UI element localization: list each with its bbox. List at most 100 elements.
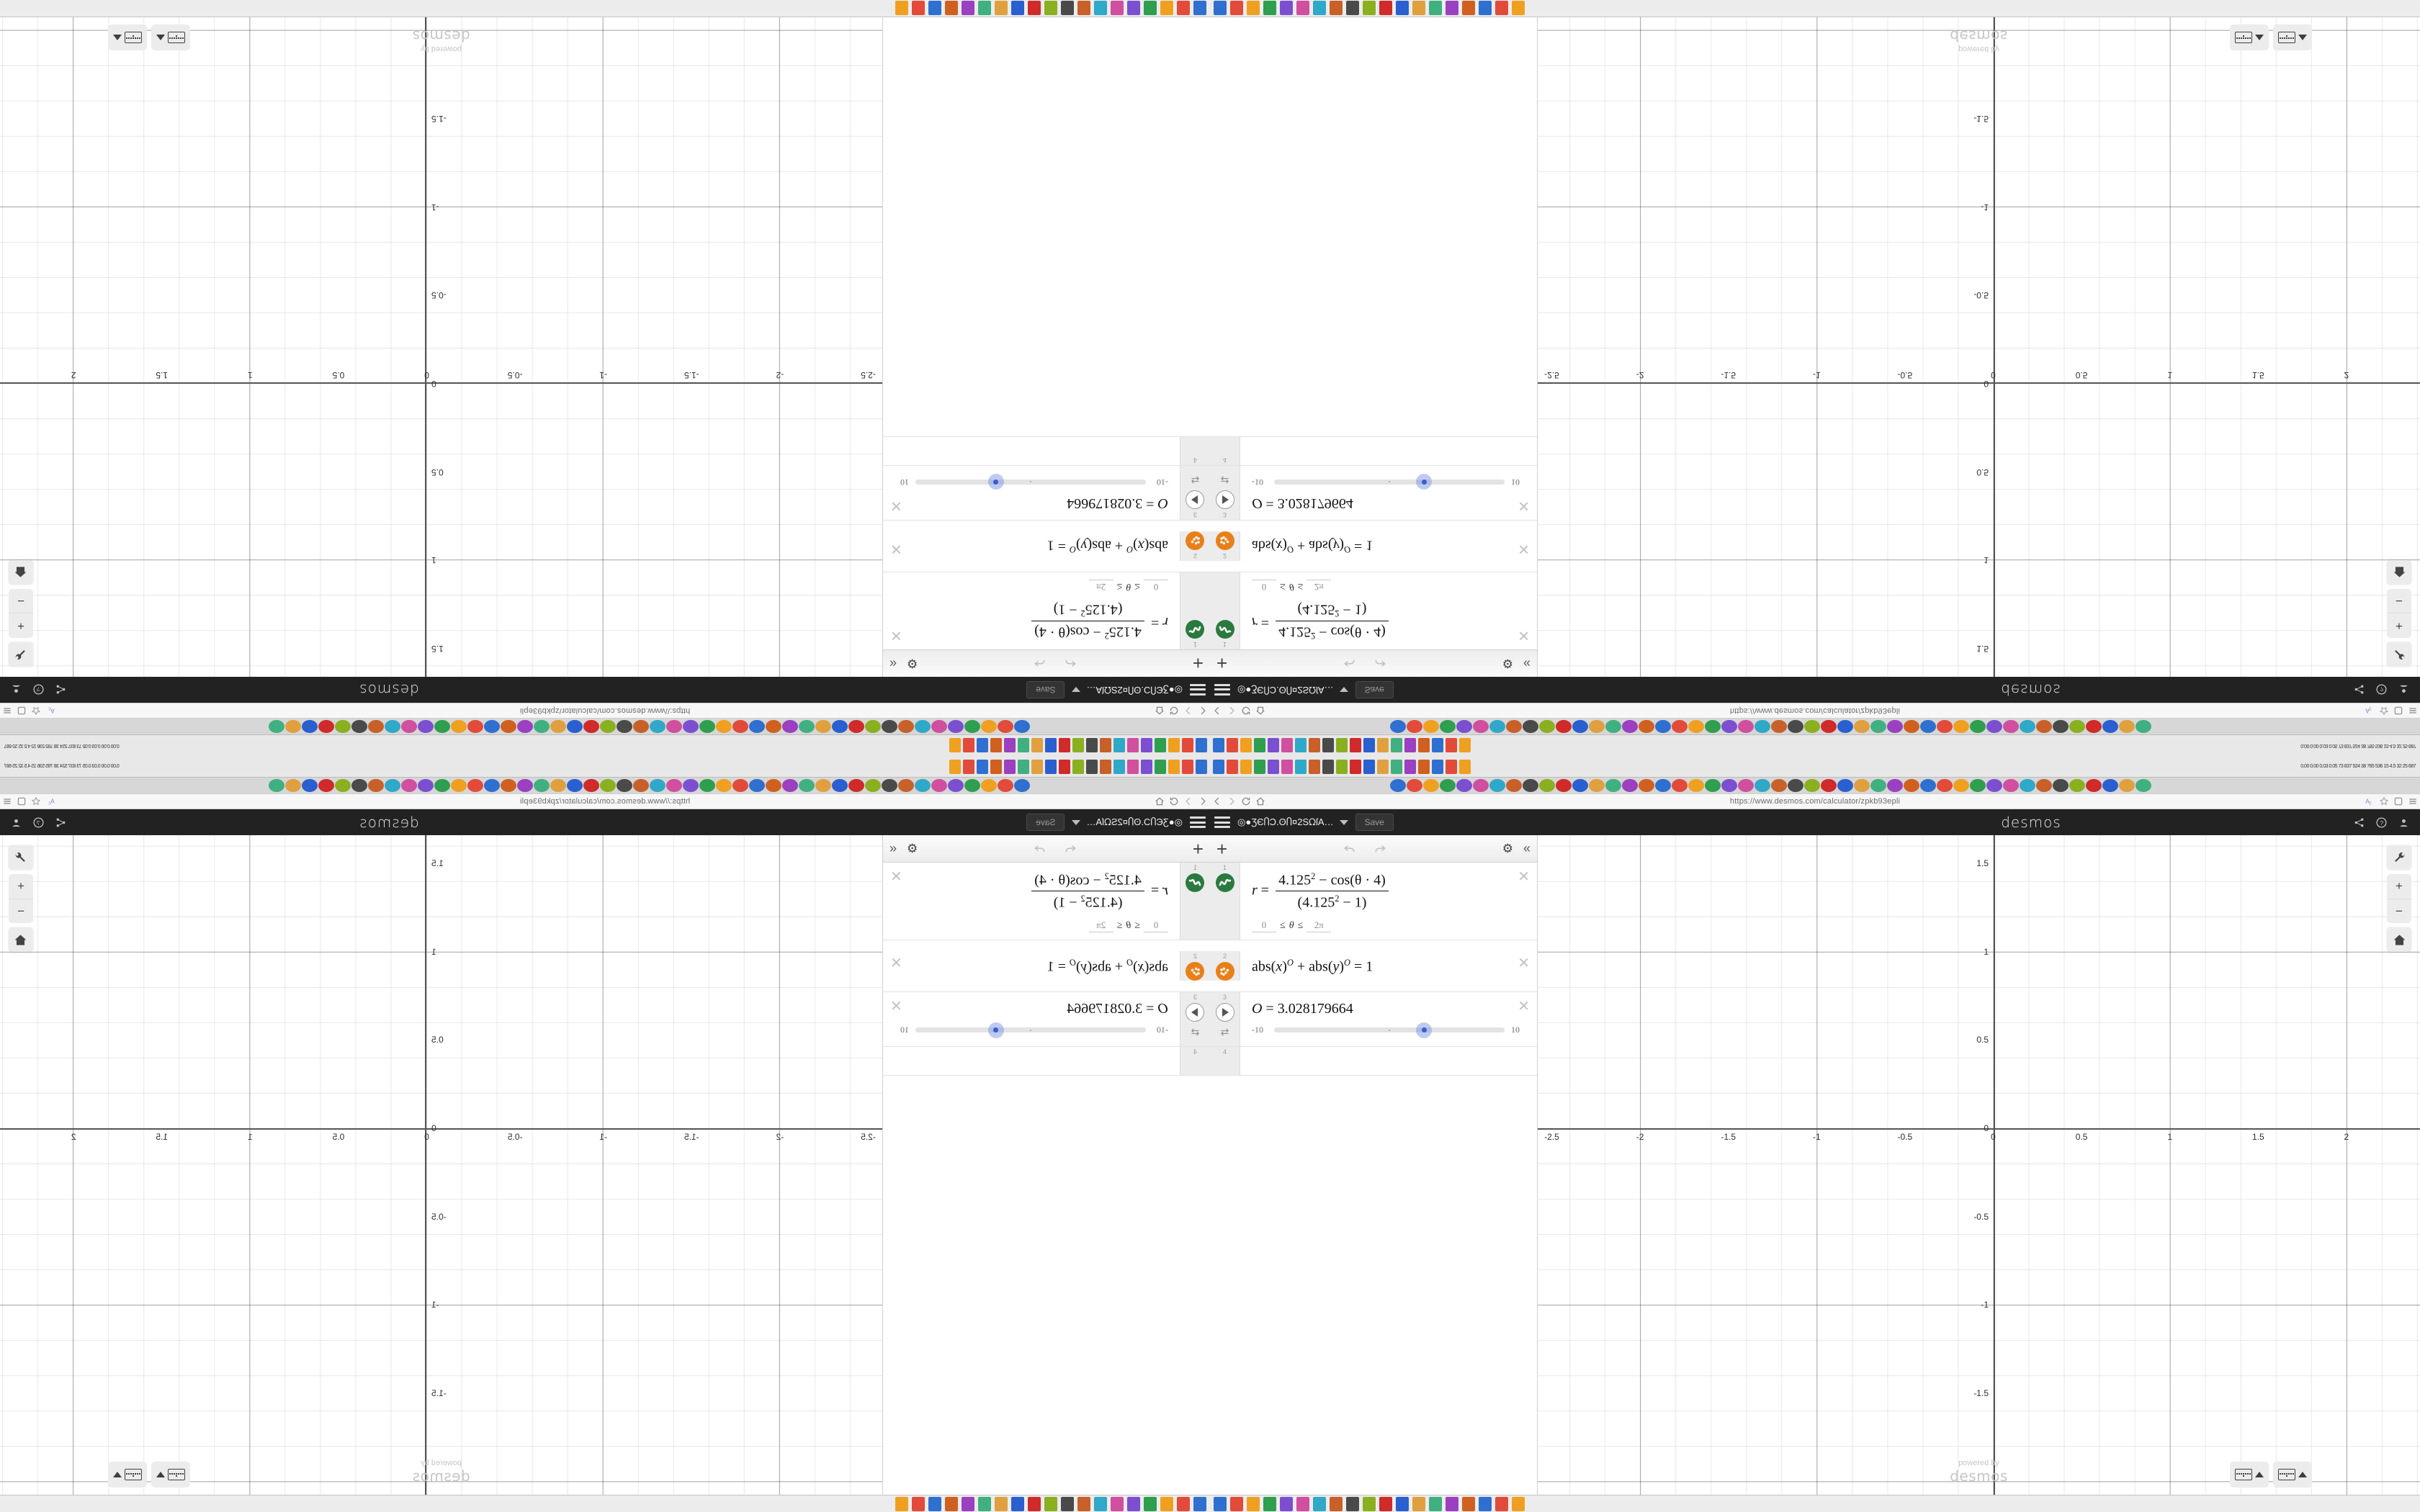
browser-url-bar[interactable]: https://www.desmos.com/calculator/zpkb93… xyxy=(1210,793,2420,809)
expression-row-4[interactable]: 4 xyxy=(1210,436,1537,465)
icon-chip[interactable] xyxy=(1459,759,1471,774)
header-right-icons[interactable]: ? xyxy=(4,816,67,829)
graph-controls[interactable]: + − xyxy=(2387,560,2411,667)
icon-chip[interactable] xyxy=(2136,779,2151,792)
row-body-2[interactable]: abs(x)O + abs(y)O = 1 ✕ xyxy=(1240,529,1537,563)
keyboard-toggle-button-2[interactable] xyxy=(2273,24,2312,50)
icon-chip[interactable] xyxy=(1429,1496,1442,1511)
account-icon[interactable] xyxy=(2398,684,2410,696)
icon-chip[interactable] xyxy=(1072,759,1084,774)
slider-max-label[interactable]: 10 xyxy=(1511,477,1520,487)
icon-chip[interactable] xyxy=(1196,738,1207,753)
curve-icon[interactable] xyxy=(1186,873,1205,892)
icon-chip[interactable] xyxy=(1589,779,1605,792)
icon-chip[interactable] xyxy=(1423,779,1439,792)
graph-title[interactable]: ◎●ƷЄႶƆ.ʘႶ¤2SᘯſA… xyxy=(1237,816,1334,827)
icon-chip[interactable] xyxy=(1144,1,1157,16)
icon-chip[interactable] xyxy=(2003,779,2019,792)
icon-chip[interactable] xyxy=(990,738,1002,753)
icon-chip[interactable] xyxy=(1011,1496,1024,1511)
graph-canvas[interactable]: -2.5-2-1.5-1-0.500.511.522.5 -1.5-1-0.50… xyxy=(0,17,882,677)
icon-chip[interactable] xyxy=(650,720,666,733)
icon-chip[interactable] xyxy=(1456,779,1472,792)
icon-chip[interactable] xyxy=(633,779,649,792)
icon-chip[interactable] xyxy=(1854,720,1870,733)
expression-row-4[interactable]: 4 xyxy=(883,436,1210,465)
close-icon[interactable]: ✕ xyxy=(890,627,902,643)
icon-chip[interactable] xyxy=(1672,720,1688,733)
icon-chip[interactable] xyxy=(699,720,715,733)
graph-controls[interactable]: + − xyxy=(9,845,33,952)
row-body-1[interactable]: r = 4.1252 − cos(θ · 4) (4.1252 − 1) 0 ≤ xyxy=(883,863,1180,940)
icon-chip[interactable] xyxy=(1495,1,1508,16)
share-icon[interactable] xyxy=(2353,816,2365,829)
curve-icon[interactable] xyxy=(1215,620,1234,639)
slider-control[interactable]: -10 10 xyxy=(893,1022,1168,1038)
row-body-4[interactable] xyxy=(1240,437,1537,465)
icon-chip[interactable] xyxy=(1937,720,1953,733)
save-button[interactable]: Save xyxy=(1026,814,1065,831)
icon-chip[interactable] xyxy=(1086,738,1098,753)
home-icon[interactable] xyxy=(1255,706,1265,716)
keyboard-toggle-button-2[interactable] xyxy=(108,24,147,50)
icon-chip[interactable] xyxy=(1953,720,1969,733)
icon-chip[interactable] xyxy=(1268,738,1279,753)
icon-chip[interactable] xyxy=(732,779,748,792)
icon-chip[interactable] xyxy=(1059,738,1070,753)
add-expression-button[interactable]: + xyxy=(1192,652,1204,675)
icon-chip[interactable] xyxy=(848,779,864,792)
icon-chip[interactable] xyxy=(1182,759,1193,774)
icon-chip[interactable] xyxy=(1391,759,1402,774)
icon-chip[interactable] xyxy=(1721,720,1737,733)
taskbar-icon-strip[interactable] xyxy=(1210,1496,1525,1511)
forward-arrow-icon[interactable] xyxy=(1183,706,1193,716)
icon-chip[interactable] xyxy=(1254,759,1265,774)
icon-chip[interactable] xyxy=(1887,779,1903,792)
icon-chip[interactable] xyxy=(1182,738,1193,753)
close-icon[interactable]: ✕ xyxy=(1518,627,1530,643)
redo-icon[interactable] xyxy=(1373,842,1387,856)
icon-chip[interactable] xyxy=(931,720,947,733)
forward-arrow-icon[interactable] xyxy=(1227,796,1237,806)
icon-chip[interactable] xyxy=(1350,759,1361,774)
icon-chip[interactable] xyxy=(1141,759,1152,774)
icon-chip[interactable] xyxy=(385,779,400,792)
icon-chip[interactable] xyxy=(1127,1496,1140,1511)
icon-chip[interactable] xyxy=(998,779,1013,792)
icon-chip[interactable] xyxy=(1396,1,1409,16)
icon-chip[interactable] xyxy=(1412,1496,1425,1511)
icon-chip[interactable] xyxy=(2136,720,2151,733)
icon-chip[interactable] xyxy=(1336,759,1348,774)
icon-chip[interactable] xyxy=(749,720,765,733)
icon-chip[interactable] xyxy=(1322,738,1334,753)
icon-chip[interactable] xyxy=(1821,779,1837,792)
expression-row-2[interactable]: 2 abs(x)O + abs(y)O = 1 xyxy=(1210,519,1537,572)
icon-chip[interactable] xyxy=(948,779,964,792)
zoom-button-stack[interactable]: + − xyxy=(9,874,33,923)
icon-chip[interactable] xyxy=(799,720,815,733)
icon-chip[interactable] xyxy=(1028,1,1041,16)
icon-chip[interactable] xyxy=(1281,759,1293,774)
forward-arrow-icon[interactable] xyxy=(1183,796,1193,806)
icon-chip[interactable] xyxy=(1523,720,1538,733)
taskbar-icon-strip[interactable] xyxy=(895,1,1210,16)
icon-chip[interactable] xyxy=(617,779,632,792)
share-icon[interactable] xyxy=(55,684,67,696)
icon-chip[interactable] xyxy=(832,720,848,733)
icon-chip[interactable] xyxy=(1177,1,1190,16)
wrench-icon[interactable] xyxy=(9,845,33,870)
keyboard-toggle-group[interactable] xyxy=(2230,1462,2312,1488)
icon-chip[interactable] xyxy=(401,779,417,792)
home-icon[interactable] xyxy=(9,560,33,585)
icon-chip[interactable] xyxy=(368,720,384,733)
add-expression-button[interactable]: + xyxy=(1192,837,1204,860)
help-icon[interactable]: ? xyxy=(2375,816,2388,829)
icon-chip[interactable] xyxy=(1589,720,1605,733)
icon-chip[interactable] xyxy=(1160,1,1173,16)
icon-chip[interactable] xyxy=(981,779,997,792)
slider-thumb[interactable] xyxy=(987,474,1004,490)
icon-chip[interactable] xyxy=(1440,779,1456,792)
icon-chip[interactable] xyxy=(1160,1496,1173,1511)
icon-chip[interactable] xyxy=(302,779,318,792)
icon-chip[interactable] xyxy=(1804,720,1820,733)
